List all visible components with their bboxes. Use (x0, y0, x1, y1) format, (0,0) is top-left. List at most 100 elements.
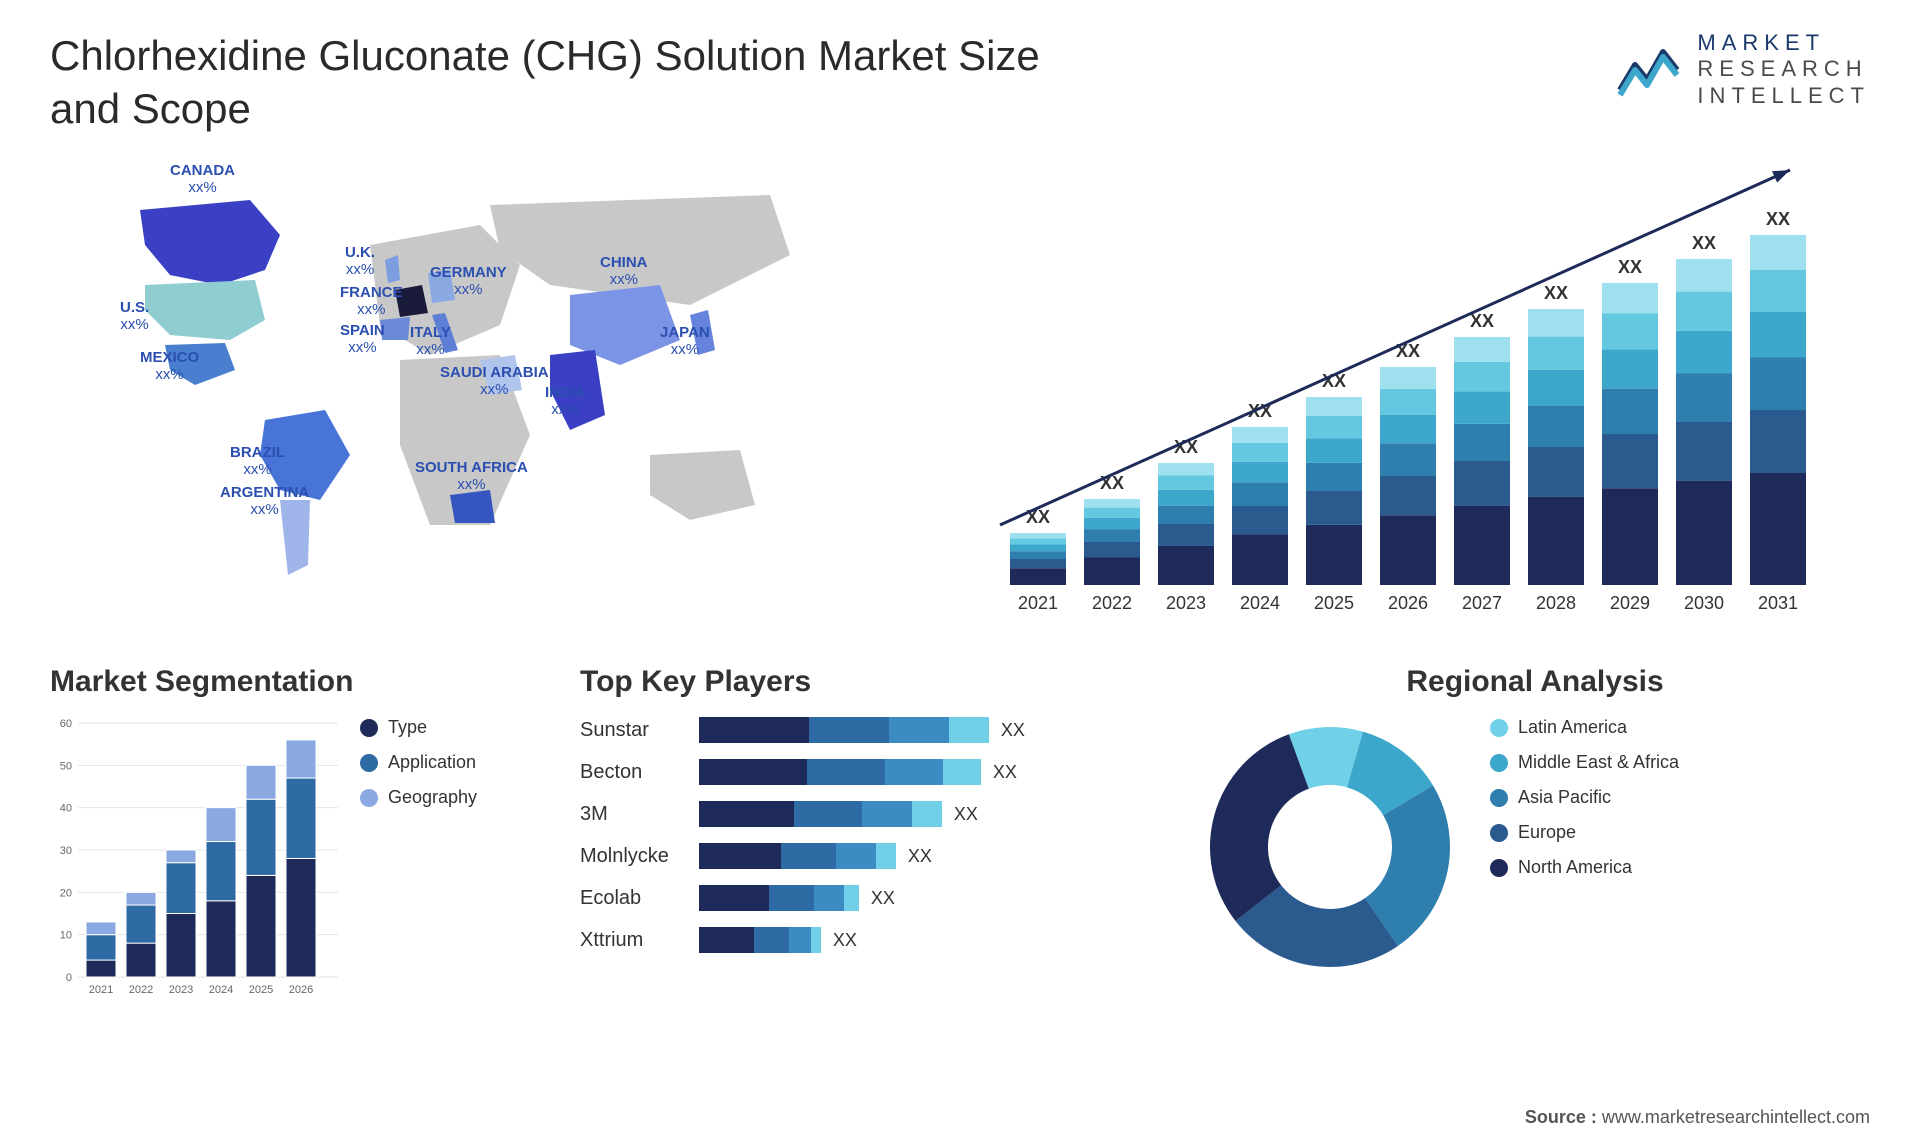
player-name: Ecolab (580, 885, 641, 911)
player-bars-list: XXXXXXXXXXXX (699, 717, 1025, 953)
map-label-brazil: BRAZILxx% (230, 445, 285, 478)
regional-legend-label: Middle East & Africa (1518, 752, 1679, 773)
growth-bar-label: XX (1470, 311, 1494, 331)
segmentation-panel: Market Segmentation 01020304050602021202… (50, 665, 530, 1007)
player-bar-seg (809, 717, 889, 743)
player-bar-seg (862, 801, 912, 827)
player-bar-seg (811, 927, 821, 953)
player-bar-value: XX (833, 930, 857, 951)
player-bar-seg (912, 801, 942, 827)
growth-bar-seg (1010, 538, 1066, 544)
seg-legend-label: Application (388, 752, 476, 773)
player-bar-seg (699, 759, 807, 785)
growth-bar-seg (1602, 283, 1658, 313)
growth-bar-seg (1528, 370, 1584, 406)
player-bar-seg (699, 717, 809, 743)
player-bar (699, 885, 859, 911)
growth-bar-seg (1306, 416, 1362, 439)
growth-bar-seg (1158, 524, 1214, 546)
player-bar-seg (789, 927, 811, 953)
player-bar-seg (769, 885, 814, 911)
map-label-mexico: MEXICOxx% (140, 350, 199, 383)
swatch-icon (1490, 824, 1508, 842)
logo-line2: RESEARCH (1697, 56, 1870, 82)
segmentation-chart-svg: 0102030405060202120222023202420252026 (50, 717, 340, 1007)
seg-bar-seg (166, 863, 196, 914)
logo-line3: INTELLECT (1697, 83, 1870, 109)
growth-bar-label: XX (1692, 233, 1716, 253)
regional-legend-label: North America (1518, 857, 1632, 878)
player-bar-seg (781, 843, 836, 869)
swatch-icon (360, 719, 378, 737)
growth-bar-seg (1306, 463, 1362, 491)
growth-bar-label: XX (1026, 507, 1050, 527)
seg-bar-seg (126, 943, 156, 977)
map-label-u.k.: U.K.xx% (345, 245, 375, 278)
growth-bar-seg (1232, 427, 1288, 443)
swatch-icon (360, 789, 378, 807)
regional-legend-item: North America (1490, 857, 1679, 878)
growth-bar-seg (1528, 497, 1584, 585)
regional-title: Regional Analysis (1200, 665, 1870, 699)
growth-bar-label: XX (1544, 283, 1568, 303)
growth-bar-seg (1676, 422, 1732, 481)
seg-xtick: 2025 (249, 984, 273, 996)
growth-bar-seg (1454, 461, 1510, 506)
growth-bar-seg (1380, 367, 1436, 389)
brand-logo: MARKET RESEARCH INTELLECT (1615, 30, 1870, 109)
players-panel: Top Key Players SunstarBecton3MMolnlycke… (580, 665, 1150, 1007)
player-bar (699, 927, 821, 953)
player-name: Molnlycke (580, 843, 669, 869)
player-bar-seg (754, 927, 789, 953)
regional-legend-item: Latin America (1490, 717, 1679, 738)
map-label-canada: CANADAxx% (170, 163, 235, 196)
player-bar-row: XX (699, 927, 1025, 953)
growth-bar-seg (1750, 312, 1806, 358)
regional-legend-item: Middle East & Africa (1490, 752, 1679, 773)
growth-year-label: 2030 (1684, 593, 1724, 613)
seg-bar-seg (126, 905, 156, 943)
growth-bar-seg (1158, 463, 1214, 475)
growth-bar-seg (1528, 309, 1584, 337)
player-bar-seg (949, 717, 989, 743)
growth-bar-seg (1380, 443, 1436, 476)
segmentation-title: Market Segmentation (50, 665, 530, 699)
growth-bar-seg (1084, 518, 1140, 529)
seg-bar-seg (286, 740, 316, 778)
growth-bar-seg (1232, 534, 1288, 585)
map-label-argentina: ARGENTINAxx% (220, 485, 309, 518)
map-label-spain: SPAINxx% (340, 323, 385, 356)
seg-bar-seg (206, 901, 236, 977)
growth-bar-seg (1750, 358, 1806, 411)
growth-bar-seg (1454, 337, 1510, 362)
growth-bar-seg (1454, 424, 1510, 461)
seg-bar-seg (206, 842, 236, 901)
seg-legend-item: Geography (360, 787, 477, 808)
growth-bar-seg (1158, 475, 1214, 490)
seg-legend-label: Type (388, 717, 427, 738)
seg-bar-seg (246, 875, 276, 977)
player-name: Becton (580, 759, 642, 785)
player-bar (699, 843, 896, 869)
map-label-u.s.: U.S.xx% (120, 300, 149, 333)
seg-legend-item: Type (360, 717, 477, 738)
growth-bar-seg (1528, 447, 1584, 497)
regional-legend-item: Asia Pacific (1490, 787, 1679, 808)
growth-bar-seg (1232, 462, 1288, 483)
player-name: Sunstar (580, 717, 649, 743)
regional-legend-label: Asia Pacific (1518, 787, 1611, 808)
growth-bar-seg (1676, 292, 1732, 331)
seg-legend-label: Geography (388, 787, 477, 808)
growth-year-label: 2027 (1462, 593, 1502, 613)
swatch-icon (1490, 754, 1508, 772)
seg-ytick: 10 (60, 930, 72, 942)
growth-bar-seg (1010, 559, 1066, 568)
player-names-list: SunstarBecton3MMolnlyckeEcolabXttrium (580, 717, 669, 953)
seg-bar-seg (166, 914, 196, 978)
growth-bar-seg (1676, 331, 1732, 373)
seg-ytick: 30 (60, 845, 72, 857)
seg-bar-seg (86, 960, 116, 977)
growth-bar-seg (1010, 551, 1066, 559)
seg-bar-seg (286, 778, 316, 858)
regional-legend: Latin America Middle East & Africa Asia Pa… (1490, 717, 1679, 878)
